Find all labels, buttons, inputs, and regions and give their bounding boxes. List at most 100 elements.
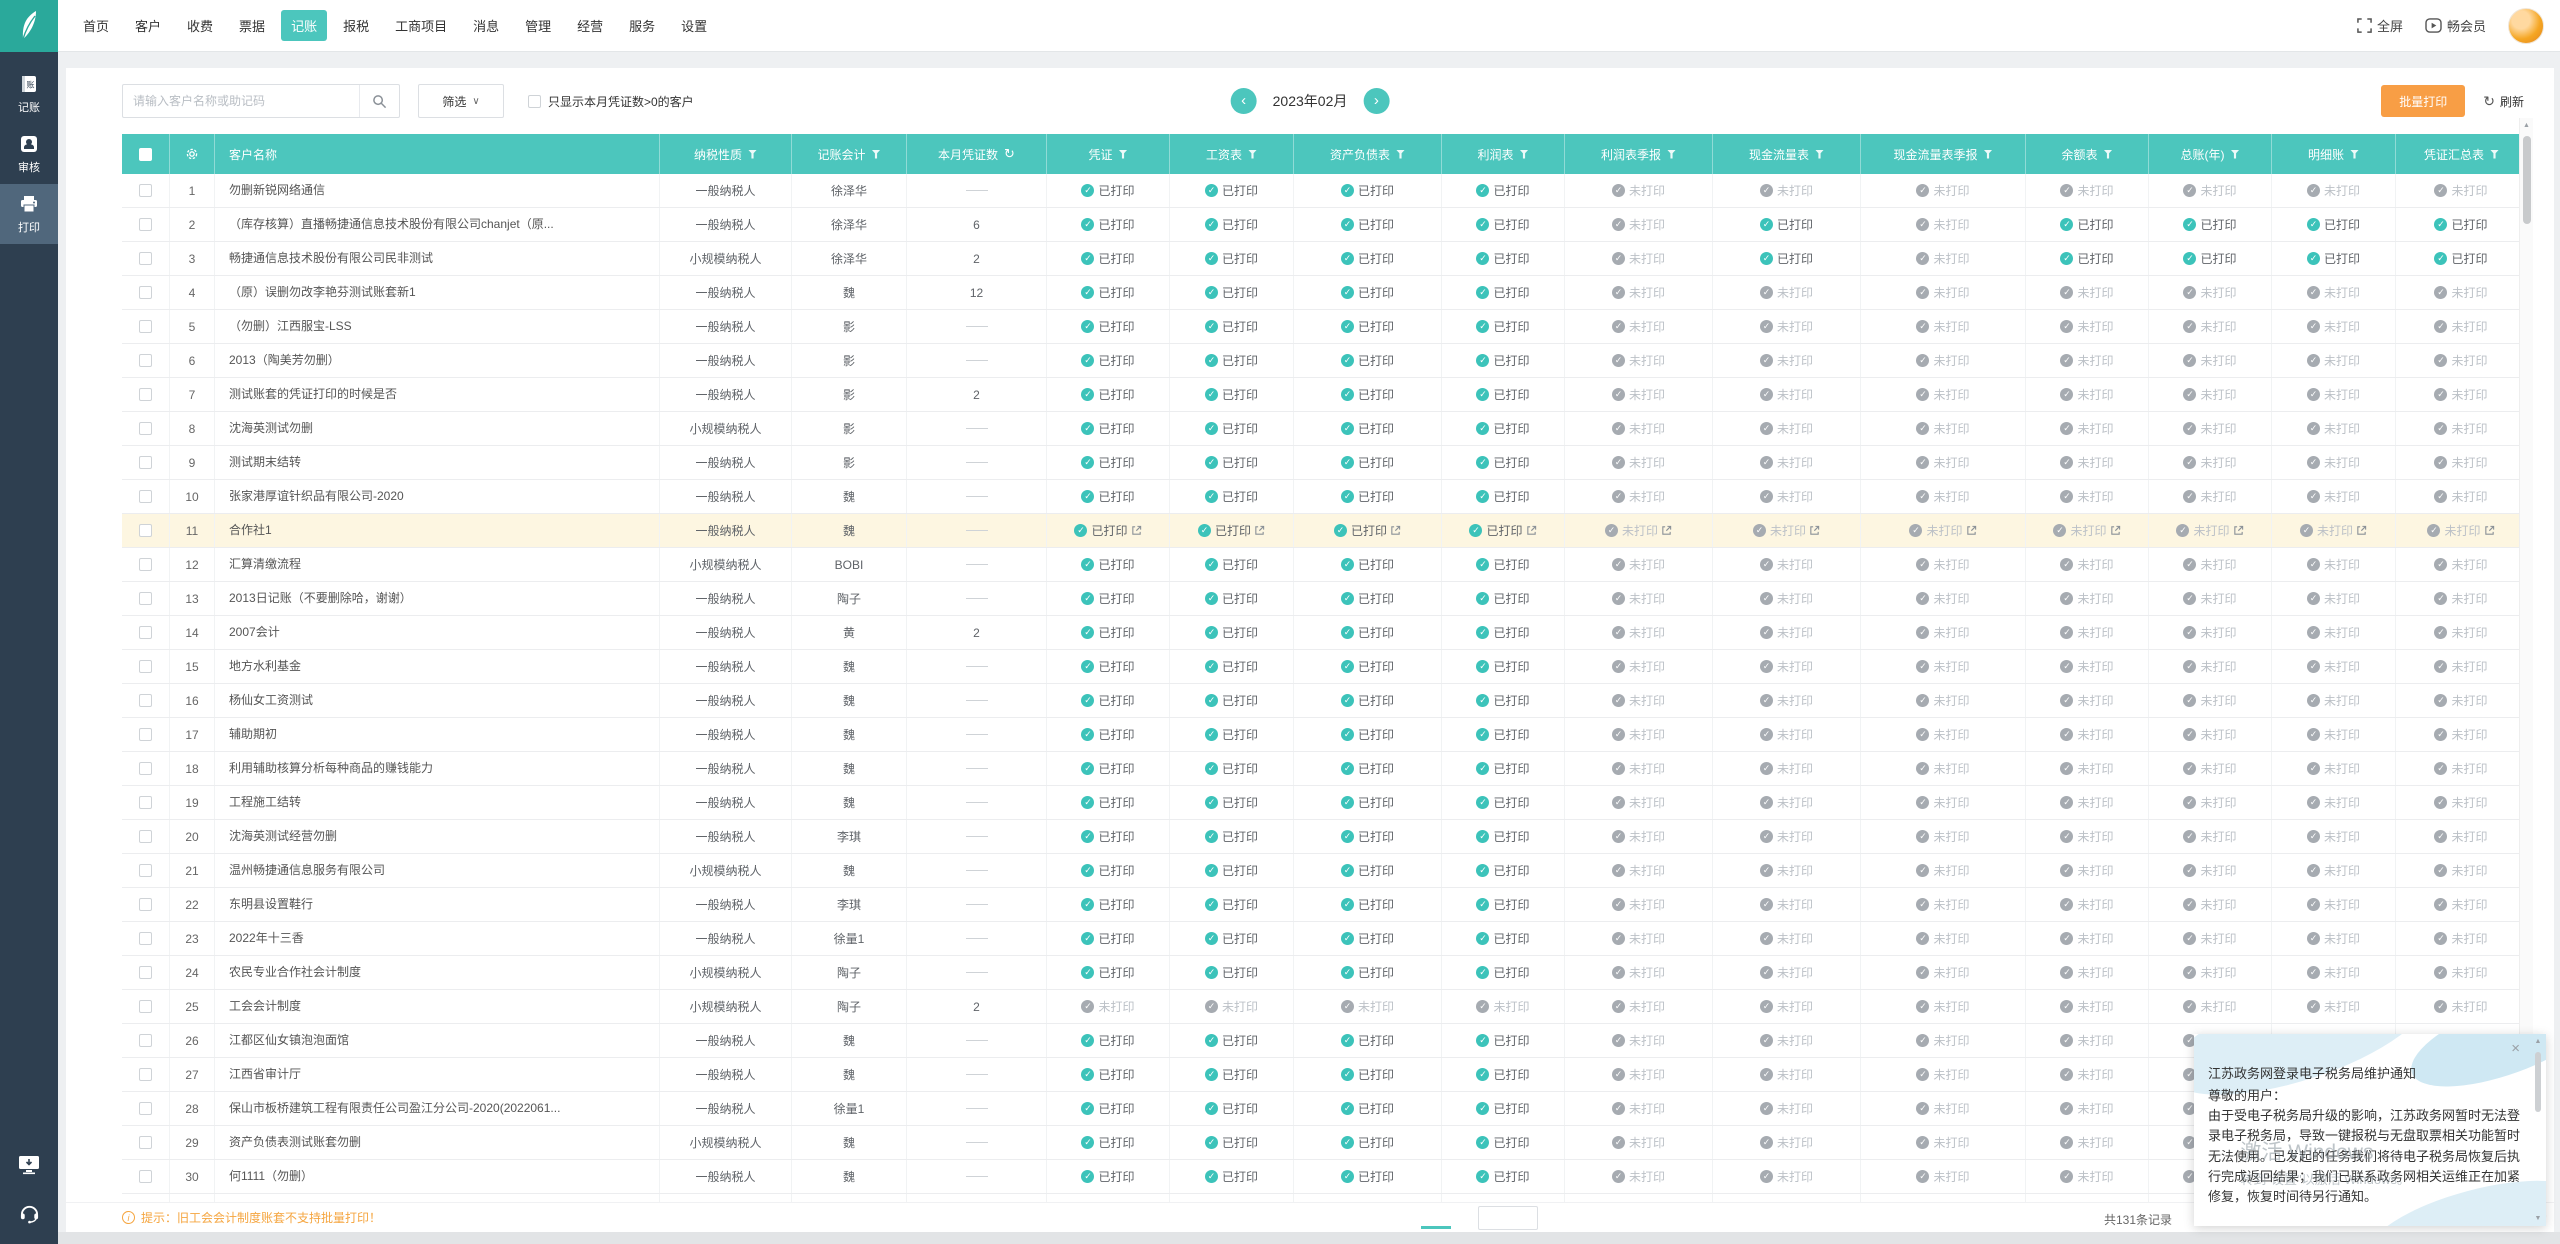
customer-name[interactable]: 张家港厚谊针织品有限公司-2020 (215, 480, 660, 513)
scroll-down-icon[interactable]: ▼ (2534, 1215, 2542, 1222)
print-status-badge[interactable]: ✓ 已打印 (1081, 760, 1135, 777)
checkbox[interactable] (139, 320, 152, 333)
checkbox[interactable] (139, 592, 152, 605)
print-status-badge[interactable]: ✓未打印 (2060, 828, 2114, 845)
print-status-badge[interactable]: ✓未打印 (2176, 522, 2230, 539)
print-status-badge[interactable]: ✓ 已打印 (1081, 1100, 1135, 1117)
print-status-badge[interactable]: ✓未打印 (1916, 284, 1970, 301)
print-status-badge[interactable]: ✓未打印 (1759, 726, 1813, 743)
customer-name[interactable]: 保山市板桥建筑工程有限责任公司盈江分公司-2020(2022061... (215, 1092, 660, 1125)
table-row[interactable]: 13 2013日记账（不要删除哈，谢谢） 一般纳税人 陶子 ✓ 已打印 ✓ 已打印 ✓ 已打印 ✓ 已… (122, 582, 2527, 616)
filter-funnel-icon[interactable] (871, 149, 881, 159)
checkbox[interactable] (139, 286, 152, 299)
print-status-badge[interactable]: ✓未打印 (1611, 794, 1665, 811)
print-status-badge[interactable]: ✓ 已打印 (1340, 1134, 1394, 1151)
only-current-month-filter[interactable]: 只显示本月凭证数>0的客户 (528, 93, 694, 110)
batch-print-button[interactable]: 批量打印 (2381, 85, 2466, 117)
column-header[interactable]: 凭证汇总表 (2396, 134, 2527, 174)
print-status-badge[interactable]: ✓未打印 (2183, 454, 2237, 471)
print-status-badge[interactable]: ✓ 已打印 (1081, 828, 1135, 845)
filter-funnel-icon[interactable] (2350, 149, 2359, 159)
print-status-badge[interactable]: ✓ 已打印 (1204, 1100, 1258, 1117)
print-status-badge[interactable]: ✓未打印 (2060, 1032, 2114, 1049)
open-report-link[interactable] (1966, 525, 1977, 536)
print-status-badge[interactable]: ✓ 已打印 (1340, 1100, 1394, 1117)
print-status-badge[interactable]: ✓未打印 (2434, 590, 2488, 607)
print-status-badge[interactable]: ✓ 已打印 (1204, 1168, 1258, 1185)
print-status-badge[interactable]: ✓ 已打印 (1340, 454, 1394, 471)
checkbox[interactable] (139, 422, 152, 435)
print-status-badge[interactable]: ✓未打印 (1611, 1134, 1665, 1151)
print-status-badge[interactable]: ✓未打印 (1611, 590, 1665, 607)
print-status-badge[interactable]: ✓未打印 (2434, 760, 2488, 777)
print-status-badge[interactable]: ✓未打印 (1759, 284, 1813, 301)
open-report-link[interactable] (1526, 525, 1537, 536)
open-report-link[interactable] (2484, 525, 2495, 536)
print-status-badge[interactable]: ✓未打印 (2060, 726, 2114, 743)
print-status-badge[interactable]: ✓未打印 (2060, 182, 2114, 199)
print-status-badge[interactable]: ✓未打印 (1759, 862, 1813, 879)
table-row[interactable]: 1 勿删新锐网络通信 一般纳税人 徐泽华 ✓ 已打印 ✓ 已打印 ✓ 已打印 ✓ 已打印 ✓ 未打印 ✓ 未打… (122, 174, 2527, 208)
table-row[interactable]: 8 沈海英测试勿删 小规模纳税人影 ✓ 已打印 ✓ 已打印 ✓ 已打印 ✓ 已打印 ✓ 未打印 ✓ 未打印 ✓… (122, 412, 2527, 446)
print-status-badge[interactable]: ✓ 已打印 (1476, 352, 1530, 369)
print-status-badge[interactable]: ✓未打印 (1916, 352, 1970, 369)
filter-button[interactable]: 筛选 ∨ (418, 84, 504, 118)
print-status-badge[interactable]: ✓未打印 (1759, 1066, 1813, 1083)
print-status-badge[interactable]: ✓ 已打印 (1340, 692, 1394, 709)
print-status-badge[interactable]: ✓未打印 (1759, 318, 1813, 335)
print-status-badge[interactable]: ✓未打印 (1611, 896, 1665, 913)
print-status-badge[interactable]: ✓未打印 (2306, 556, 2360, 573)
nav-item-bookkeeping[interactable]: 记账 (281, 10, 328, 41)
print-status-badge[interactable]: ✓未打印 (1611, 658, 1665, 675)
print-status-badge[interactable]: ✓未打印 (1604, 522, 1658, 539)
nav-item-fees[interactable]: 收费 (187, 19, 214, 34)
print-status-badge[interactable]: ✓未打印 (1340, 998, 1394, 1015)
checkbox[interactable] (139, 898, 152, 911)
print-status-badge[interactable]: ✓未打印 (2306, 964, 2360, 981)
customer-name[interactable]: （库存核算）直播畅捷通信息技术股份有限公司chanjet（原... (215, 208, 660, 241)
print-status-badge[interactable]: ✓未打印 (2060, 794, 2114, 811)
print-status-badge[interactable]: ✓未打印 (2183, 794, 2237, 811)
open-report-link[interactable] (1809, 525, 1820, 536)
print-status-badge[interactable]: ✓未打印 (1759, 658, 1813, 675)
print-status-badge[interactable]: ✓未打印 (1611, 386, 1665, 403)
print-status-badge[interactable]: ✓ 已打印 (1476, 420, 1530, 437)
print-status-badge[interactable]: ✓未打印 (2306, 454, 2360, 471)
print-status-badge[interactable]: ✓ 已打印 (1081, 284, 1135, 301)
checkbox[interactable] (528, 94, 541, 108)
print-status-badge[interactable]: ✓ 已打印 (2183, 250, 2237, 267)
next-month-button[interactable]: › (1363, 88, 1390, 114)
checkbox[interactable] (139, 1102, 152, 1115)
column-header[interactable]: 利润表季报 (1565, 134, 1713, 174)
customer-name[interactable]: 沈海英测试经营勿删 (215, 820, 660, 853)
print-status-badge[interactable]: ✓未打印 (1916, 624, 1970, 641)
print-status-badge[interactable]: ✓ 已打印 (1204, 216, 1258, 233)
checkbox[interactable] (139, 626, 152, 639)
filter-funnel-icon[interactable] (2103, 149, 2113, 159)
print-status-badge[interactable]: ✓ 已打印 (1476, 1168, 1530, 1185)
customer-name[interactable]: 工会会计制度 (215, 990, 660, 1023)
page-jump-input[interactable] (1478, 1206, 1538, 1230)
print-status-badge[interactable]: ✓ 已打印 (2306, 216, 2360, 233)
print-status-badge[interactable]: ✓ 已打印 (2306, 250, 2360, 267)
print-status-badge[interactable]: ✓ 已打印 (1340, 250, 1394, 267)
customer-name[interactable]: 农民专业合作社会计制度 (215, 956, 660, 989)
table-row[interactable]: 5 （勿删）江西服宝-LSS 一般纳税人影 ✓ 已打印 ✓ 已打印 ✓ 已打印 ✓ 已打印 ✓ 未打印 ✓… (122, 310, 2527, 344)
print-status-badge[interactable]: ✓未打印 (2060, 930, 2114, 947)
print-status-badge[interactable]: ✓ 已打印 (1476, 182, 1530, 199)
print-status-badge[interactable]: ✓未打印 (2306, 862, 2360, 879)
checkbox[interactable] (139, 1068, 152, 1081)
print-status-badge[interactable]: ✓ 已打印 (1476, 862, 1530, 879)
checkbox[interactable] (139, 354, 152, 367)
print-status-badge[interactable]: ✓未打印 (1759, 590, 1813, 607)
table-row[interactable]: 26 江都区仙女镇泡泡面馆 一般纳税人魏 ✓ 已打印 ✓ 已打印 ✓ 已打印 ✓ 已打印 ✓ 未打印 ✓ 未… (122, 1024, 2527, 1058)
customer-name[interactable]: 2022年十三香 (215, 922, 660, 955)
print-status-badge[interactable]: ✓未打印 (1611, 828, 1665, 845)
column-header[interactable]: 余额表 (2026, 134, 2149, 174)
print-status-badge[interactable]: ✓未打印 (1611, 556, 1665, 573)
print-status-badge[interactable]: ✓ 已打印 (1340, 896, 1394, 913)
print-status-badge[interactable]: ✓ 已打印 (1081, 692, 1135, 709)
print-status-badge[interactable]: ✓未打印 (1476, 998, 1530, 1015)
customer-name[interactable]: （原）误删勿改李艳芬测试账套新1 (215, 276, 660, 309)
print-status-badge[interactable]: ✓ 已打印 (1476, 318, 1530, 335)
